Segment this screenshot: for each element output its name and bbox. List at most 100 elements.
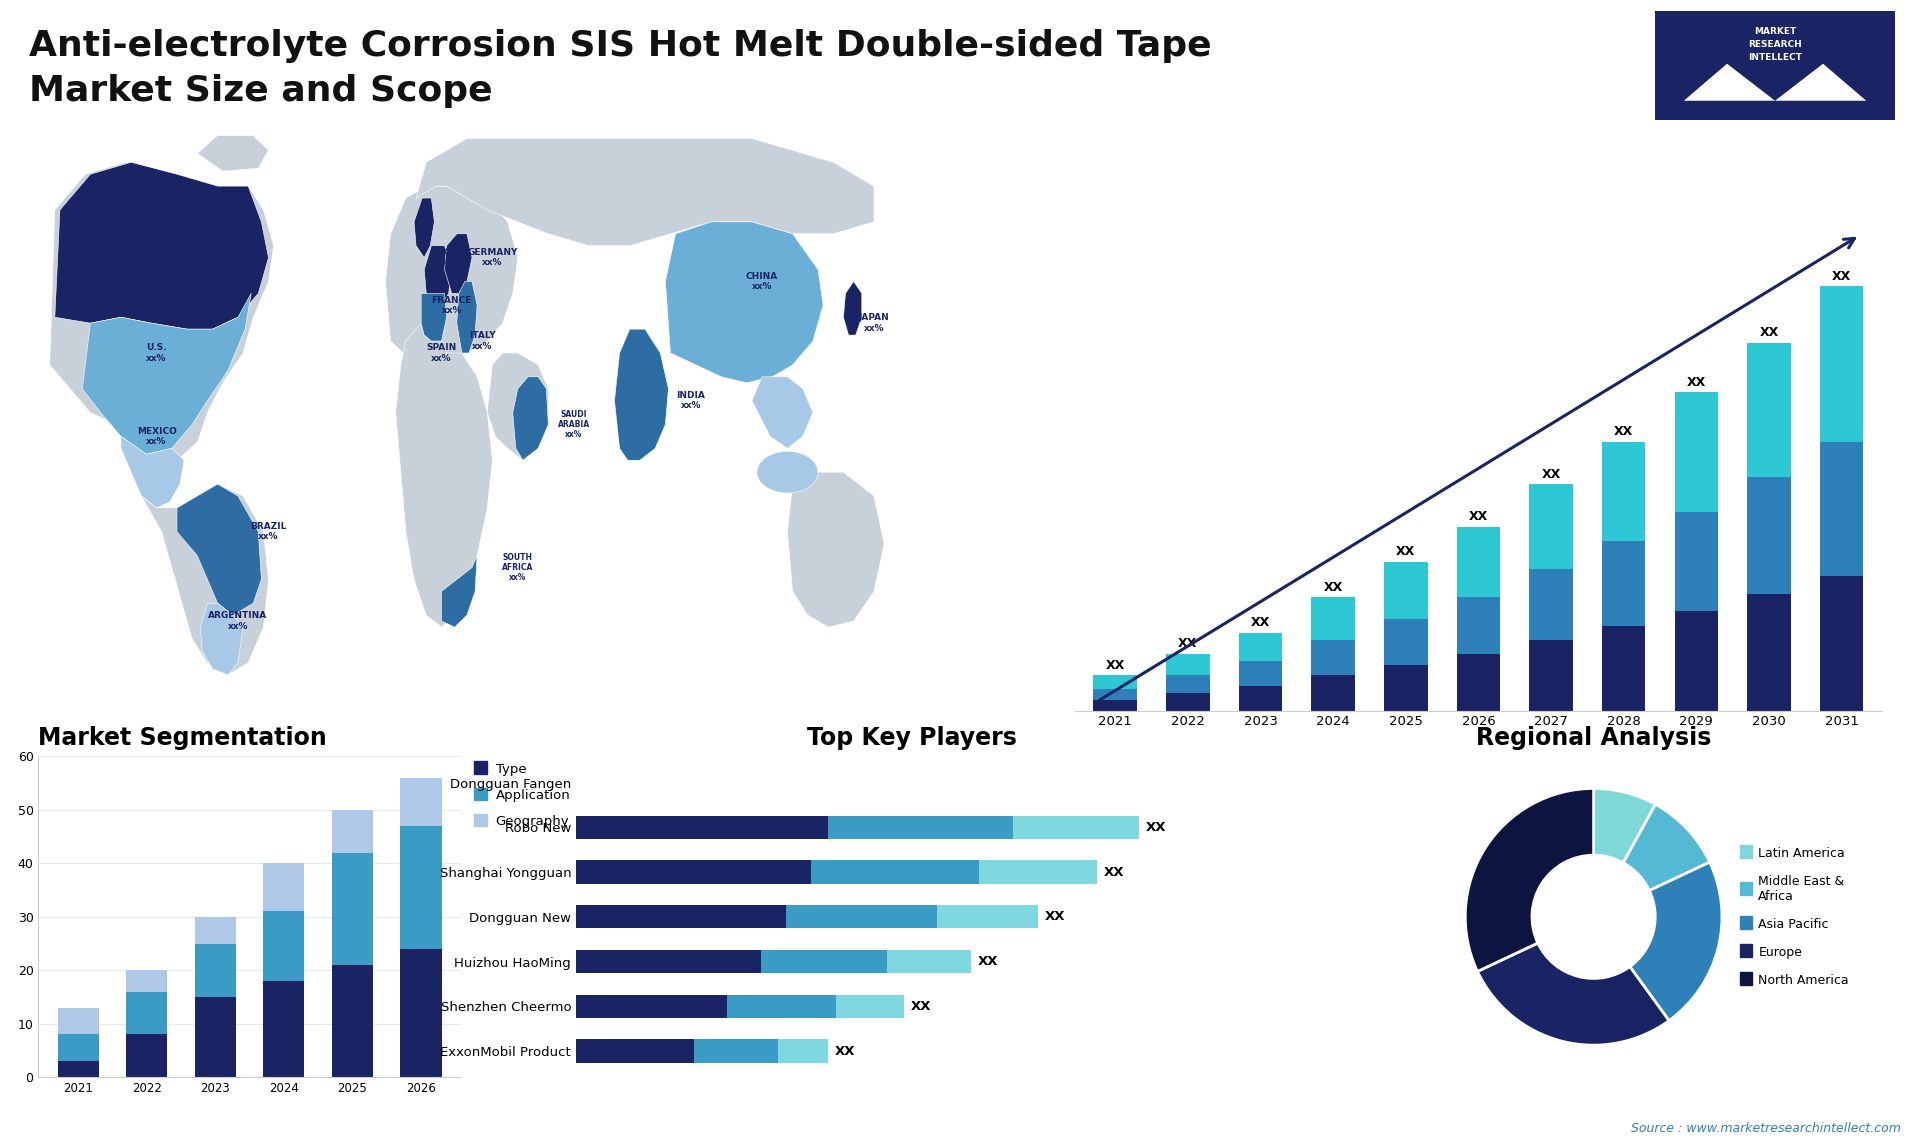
Bar xyxy=(127,1035,167,1077)
Polygon shape xyxy=(1774,64,1866,101)
Polygon shape xyxy=(787,472,885,627)
Bar xyxy=(576,995,728,1018)
Bar xyxy=(576,950,760,973)
Wedge shape xyxy=(1622,804,1709,890)
Bar xyxy=(1165,654,1210,675)
Polygon shape xyxy=(843,282,862,335)
Polygon shape xyxy=(198,135,269,171)
Text: XX: XX xyxy=(1106,659,1125,672)
Text: XX: XX xyxy=(1542,468,1561,480)
Polygon shape xyxy=(415,198,434,258)
Bar xyxy=(576,816,828,839)
Bar xyxy=(263,981,305,1077)
Bar xyxy=(887,950,972,973)
Text: XX: XX xyxy=(835,1044,854,1058)
Bar xyxy=(1311,639,1356,675)
Bar xyxy=(1165,675,1210,693)
Polygon shape xyxy=(513,377,549,461)
Polygon shape xyxy=(396,323,492,627)
Bar xyxy=(332,810,372,853)
Text: MARKET: MARKET xyxy=(1753,26,1797,36)
Wedge shape xyxy=(1594,788,1655,863)
Polygon shape xyxy=(417,139,874,245)
Bar xyxy=(785,905,937,928)
Bar xyxy=(263,911,305,981)
Text: BRAZIL
xx%: BRAZIL xx% xyxy=(250,523,286,541)
Bar xyxy=(576,861,810,884)
Polygon shape xyxy=(442,556,478,627)
Polygon shape xyxy=(177,484,261,615)
Bar xyxy=(1165,693,1210,711)
Text: MEXICO
xx%: MEXICO xx% xyxy=(136,426,177,446)
Text: ITALY
xx%: ITALY xx% xyxy=(468,331,495,351)
Text: XX: XX xyxy=(1759,327,1778,339)
Text: RESEARCH: RESEARCH xyxy=(1749,40,1801,48)
Bar xyxy=(1092,675,1137,689)
Bar xyxy=(728,995,837,1018)
Bar xyxy=(1384,562,1428,619)
Polygon shape xyxy=(386,186,518,364)
Text: XX: XX xyxy=(1104,865,1123,879)
Title: Top Key Players: Top Key Players xyxy=(806,727,1018,751)
FancyBboxPatch shape xyxy=(19,115,1037,711)
Text: XX: XX xyxy=(1832,269,1851,283)
Bar xyxy=(1674,512,1718,612)
Bar xyxy=(1384,665,1428,711)
Wedge shape xyxy=(1465,788,1594,972)
Bar xyxy=(1384,619,1428,665)
Text: SOUTH
AFRICA
xx%: SOUTH AFRICA xx% xyxy=(503,552,534,582)
Text: Market Segmentation: Market Segmentation xyxy=(38,727,326,751)
Bar xyxy=(1457,654,1500,711)
Text: XX: XX xyxy=(1323,581,1342,594)
Bar xyxy=(1820,286,1864,441)
Bar xyxy=(810,861,979,884)
Text: Market Size and Scope: Market Size and Scope xyxy=(29,74,492,109)
Polygon shape xyxy=(488,353,549,461)
Polygon shape xyxy=(50,163,275,461)
Bar xyxy=(1747,343,1791,477)
Polygon shape xyxy=(200,603,244,675)
Bar xyxy=(576,1039,693,1062)
Bar xyxy=(1238,633,1283,661)
Bar xyxy=(1674,612,1718,711)
Text: CHINA
xx%: CHINA xx% xyxy=(747,272,778,291)
Bar xyxy=(1528,639,1572,711)
Bar xyxy=(58,1035,98,1061)
Bar xyxy=(1092,700,1137,711)
Text: XX: XX xyxy=(1179,637,1198,651)
Text: ARGENTINA
xx%: ARGENTINA xx% xyxy=(209,612,267,630)
Text: XX: XX xyxy=(1044,910,1066,924)
Polygon shape xyxy=(457,282,478,353)
Bar xyxy=(401,826,442,949)
Bar xyxy=(58,1007,98,1035)
Bar xyxy=(127,991,167,1035)
Text: INTELLECT: INTELLECT xyxy=(1747,53,1803,62)
Text: U.K.
xx%: U.K. xx% xyxy=(430,248,451,267)
Text: Source : www.marketresearchintellect.com: Source : www.marketresearchintellect.com xyxy=(1630,1122,1901,1135)
Text: SAUDI
ARABIA
xx%: SAUDI ARABIA xx% xyxy=(557,409,589,439)
Text: Anti-electrolyte Corrosion SIS Hot Melt Double-sided Tape: Anti-electrolyte Corrosion SIS Hot Melt … xyxy=(29,29,1212,63)
Bar xyxy=(127,971,167,991)
Bar xyxy=(693,1039,778,1062)
Bar xyxy=(1238,685,1283,711)
Bar xyxy=(263,863,305,911)
Text: FRANCE
xx%: FRANCE xx% xyxy=(432,296,472,315)
Title: Regional Analysis: Regional Analysis xyxy=(1476,727,1711,751)
Text: XX: XX xyxy=(1146,821,1165,834)
Bar xyxy=(58,1061,98,1077)
Polygon shape xyxy=(56,163,269,329)
Bar xyxy=(576,905,785,928)
Bar xyxy=(1457,527,1500,597)
Polygon shape xyxy=(666,222,824,383)
Text: CANADA
xx%: CANADA xx% xyxy=(146,242,188,261)
Polygon shape xyxy=(1684,64,1774,101)
Text: XX: XX xyxy=(1469,510,1488,523)
Bar xyxy=(1674,392,1718,512)
Bar xyxy=(401,949,442,1077)
Polygon shape xyxy=(420,293,447,342)
Bar xyxy=(1820,576,1864,711)
Text: GERMANY
xx%: GERMANY xx% xyxy=(467,248,518,267)
Bar xyxy=(1528,570,1572,639)
Polygon shape xyxy=(614,329,668,461)
Text: U.S.
xx%: U.S. xx% xyxy=(146,344,167,362)
